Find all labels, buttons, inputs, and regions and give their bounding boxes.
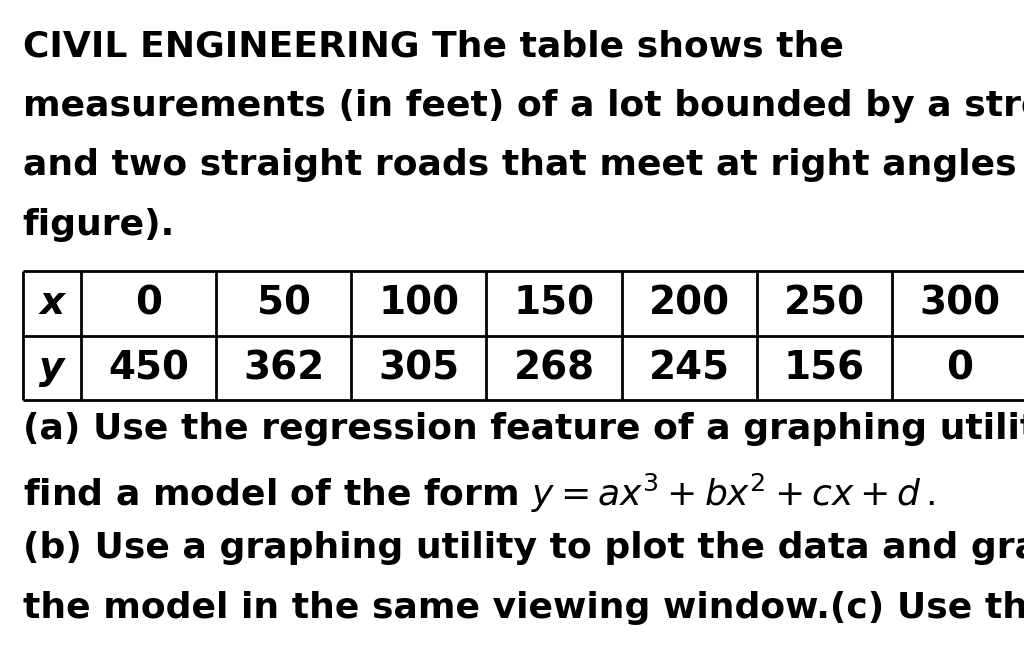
- Text: 100: 100: [378, 284, 460, 322]
- Text: x: x: [39, 284, 65, 322]
- Text: find a model of the form $y = ax^3 + bx^2 + cx + d\,.$: find a model of the form $y = ax^3 + bx^…: [23, 472, 935, 515]
- Text: 245: 245: [648, 349, 730, 387]
- Text: the model in the same viewing window.(c) Use the: the model in the same viewing window.(c)…: [23, 591, 1024, 625]
- Text: 0: 0: [946, 349, 973, 387]
- Text: measurements (in feet) of a lot bounded by a stream: measurements (in feet) of a lot bounded …: [23, 89, 1024, 122]
- Text: 50: 50: [257, 284, 310, 322]
- Text: figure).: figure).: [23, 208, 175, 242]
- Text: and two straight roads that meet at right angles (see: and two straight roads that meet at righ…: [23, 148, 1024, 182]
- Text: 300: 300: [919, 284, 1000, 322]
- Text: 150: 150: [513, 284, 595, 322]
- Text: 305: 305: [378, 349, 460, 387]
- Text: 200: 200: [648, 284, 730, 322]
- Text: (a) Use the regression feature of a graphing utility to: (a) Use the regression feature of a grap…: [23, 412, 1024, 446]
- Text: (b) Use a graphing utility to plot the data and graph: (b) Use a graphing utility to plot the d…: [23, 531, 1024, 565]
- Text: CIVIL ENGINEERING The table shows the: CIVIL ENGINEERING The table shows the: [23, 29, 844, 63]
- Text: 362: 362: [243, 349, 325, 387]
- Text: 0: 0: [135, 284, 162, 322]
- Text: 268: 268: [513, 349, 595, 387]
- Text: 156: 156: [783, 349, 865, 387]
- Text: y: y: [39, 349, 65, 387]
- Text: 450: 450: [108, 349, 189, 387]
- Text: 250: 250: [783, 284, 865, 322]
